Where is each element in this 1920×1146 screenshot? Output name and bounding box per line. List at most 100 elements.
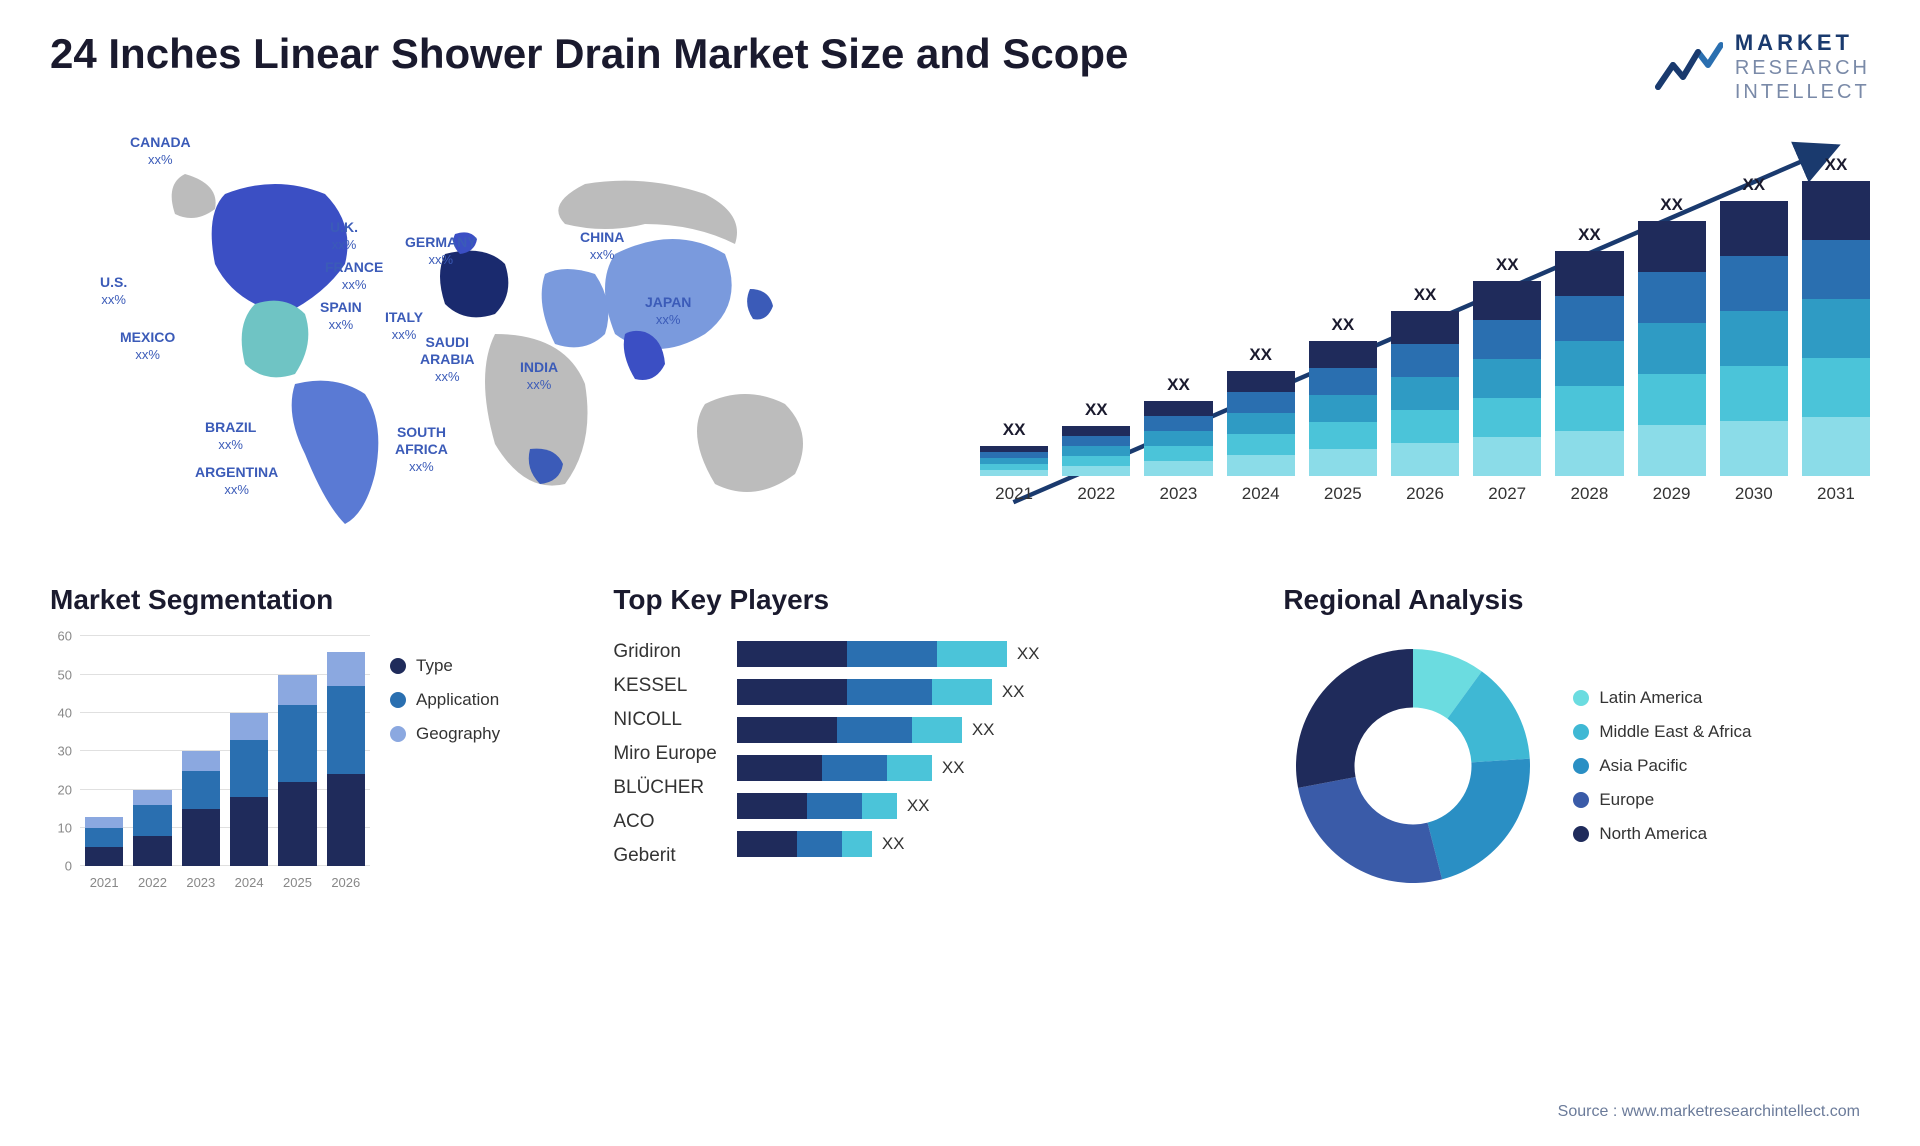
growth-year-label: 2023	[1160, 484, 1198, 504]
growth-column: XX 2025	[1309, 315, 1377, 504]
seg-bar	[85, 817, 123, 867]
growth-bar	[980, 446, 1048, 476]
donut-slice	[1428, 759, 1530, 880]
players-panel: Top Key Players GridironKESSELNICOLLMiro…	[613, 584, 1253, 896]
map-label: U.K.xx%	[330, 219, 358, 253]
growth-value-label: XX	[1332, 315, 1355, 335]
regional-donut	[1283, 636, 1543, 896]
map-label: BRAZILxx%	[205, 419, 256, 453]
growth-year-label: 2027	[1488, 484, 1526, 504]
seg-bar	[182, 751, 220, 866]
segmentation-chart: 0102030405060 202120222023202420252026	[50, 636, 370, 896]
map-label: CANADAxx%	[130, 134, 191, 168]
growth-year-label: 2029	[1653, 484, 1691, 504]
player-bar-row: XX	[737, 717, 1040, 743]
legend-item: Type	[390, 656, 500, 676]
seg-column: 2024	[230, 713, 268, 866]
growth-bar	[1473, 281, 1541, 476]
map-label: JAPANxx%	[645, 294, 691, 328]
map-label: SPAINxx%	[320, 299, 362, 333]
seg-column: 2023	[182, 751, 220, 866]
map-label: FRANCExx%	[325, 259, 383, 293]
growth-value-label: XX	[1660, 195, 1683, 215]
segmentation-panel: Market Segmentation 0102030405060 202120…	[50, 584, 583, 896]
map-label: ARGENTINAxx%	[195, 464, 278, 498]
growth-value-label: XX	[1249, 345, 1272, 365]
map-label: INDIAxx%	[520, 359, 558, 393]
map-label: ITALYxx%	[385, 309, 423, 343]
growth-bar	[1144, 401, 1212, 476]
seg-column: 2025	[278, 675, 316, 867]
map-label: U.S.xx%	[100, 274, 127, 308]
seg-column: 2022	[133, 790, 171, 867]
seg-bar	[133, 790, 171, 867]
players-bars: XXXXXXXXXXXX	[737, 636, 1040, 867]
growth-chart-panel: XX2021XX2022XX2023XX2024XX2025XX2026XX20…	[980, 124, 1870, 544]
growth-column: XX 2023	[1144, 375, 1212, 504]
growth-column: XX 2026	[1391, 285, 1459, 504]
growth-year-label: 2026	[1406, 484, 1444, 504]
player-name: Gridiron	[613, 641, 717, 663]
legend-item: Application	[390, 690, 500, 710]
legend-item: North America	[1573, 824, 1751, 844]
growth-bar	[1062, 426, 1130, 476]
growth-value-label: XX	[1496, 255, 1519, 275]
segmentation-legend: Type Application Geography	[390, 636, 500, 896]
growth-year-label: 2028	[1570, 484, 1608, 504]
seg-bar	[278, 675, 316, 867]
map-label: MEXICOxx%	[120, 329, 175, 363]
growth-column: XX 2031	[1802, 155, 1870, 504]
seg-bar	[327, 652, 365, 867]
growth-bar	[1720, 201, 1788, 476]
legend-item: Middle East & Africa	[1573, 722, 1751, 742]
segmentation-title: Market Segmentation	[50, 584, 583, 616]
player-name: ACO	[613, 811, 717, 833]
growth-year-label: 2025	[1324, 484, 1362, 504]
growth-column: XX2021	[980, 420, 1048, 504]
regional-title: Regional Analysis	[1283, 584, 1870, 616]
map-label: SAUDIARABIAxx%	[420, 334, 474, 384]
growth-value-label: XX	[1825, 155, 1848, 175]
donut-slice	[1296, 649, 1413, 788]
growth-year-label: 2024	[1242, 484, 1280, 504]
growth-value-label: XX	[1578, 225, 1601, 245]
growth-bar	[1638, 221, 1706, 476]
growth-value-label: XX	[1167, 375, 1190, 395]
logo-icon	[1653, 37, 1723, 97]
growth-year-label: 2030	[1735, 484, 1773, 504]
growth-column: XX 2030	[1720, 175, 1788, 504]
growth-value-label: XX	[1742, 175, 1765, 195]
regional-panel: Regional Analysis Latin America Middle Ea…	[1283, 584, 1870, 896]
logo-l1: MARKET	[1735, 30, 1870, 56]
player-bar-row: XX	[737, 755, 1040, 781]
map-label: CHINAxx%	[580, 229, 624, 263]
growth-value-label: XX	[1003, 420, 1026, 440]
player-bar-row: XX	[737, 793, 1040, 819]
logo-l3: INTELLECT	[1735, 80, 1870, 104]
growth-column: XX 2028	[1555, 225, 1623, 504]
growth-value-label: XX	[1085, 400, 1108, 420]
player-name: BLÜCHER	[613, 777, 717, 799]
seg-column: 2026	[327, 652, 365, 867]
growth-year-label: 2022	[1077, 484, 1115, 504]
legend-item: Asia Pacific	[1573, 756, 1751, 776]
legend-item: Latin America	[1573, 688, 1751, 708]
source-text: Source : www.marketresearchintellect.com	[1558, 1103, 1860, 1121]
player-bar-row: XX	[737, 679, 1040, 705]
regional-legend: Latin America Middle East & Africa Asia Pa…	[1573, 688, 1751, 844]
donut-slice	[1298, 777, 1442, 883]
seg-column: 2021	[85, 817, 123, 867]
logo: MARKET RESEARCH INTELLECT	[1653, 30, 1870, 104]
world-map	[50, 124, 940, 544]
map-label: GERMANYxx%	[405, 234, 477, 268]
growth-year-label: 2031	[1817, 484, 1855, 504]
player-name: Geberit	[613, 845, 717, 867]
growth-bar	[1227, 371, 1295, 476]
player-name: NICOLL	[613, 709, 717, 731]
player-name: KESSEL	[613, 675, 717, 697]
legend-item: Geography	[390, 724, 500, 744]
player-bar-row: XX	[737, 641, 1040, 667]
growth-value-label: XX	[1414, 285, 1437, 305]
map-label: SOUTHAFRICAxx%	[395, 424, 448, 474]
growth-column: XX 2029	[1638, 195, 1706, 504]
